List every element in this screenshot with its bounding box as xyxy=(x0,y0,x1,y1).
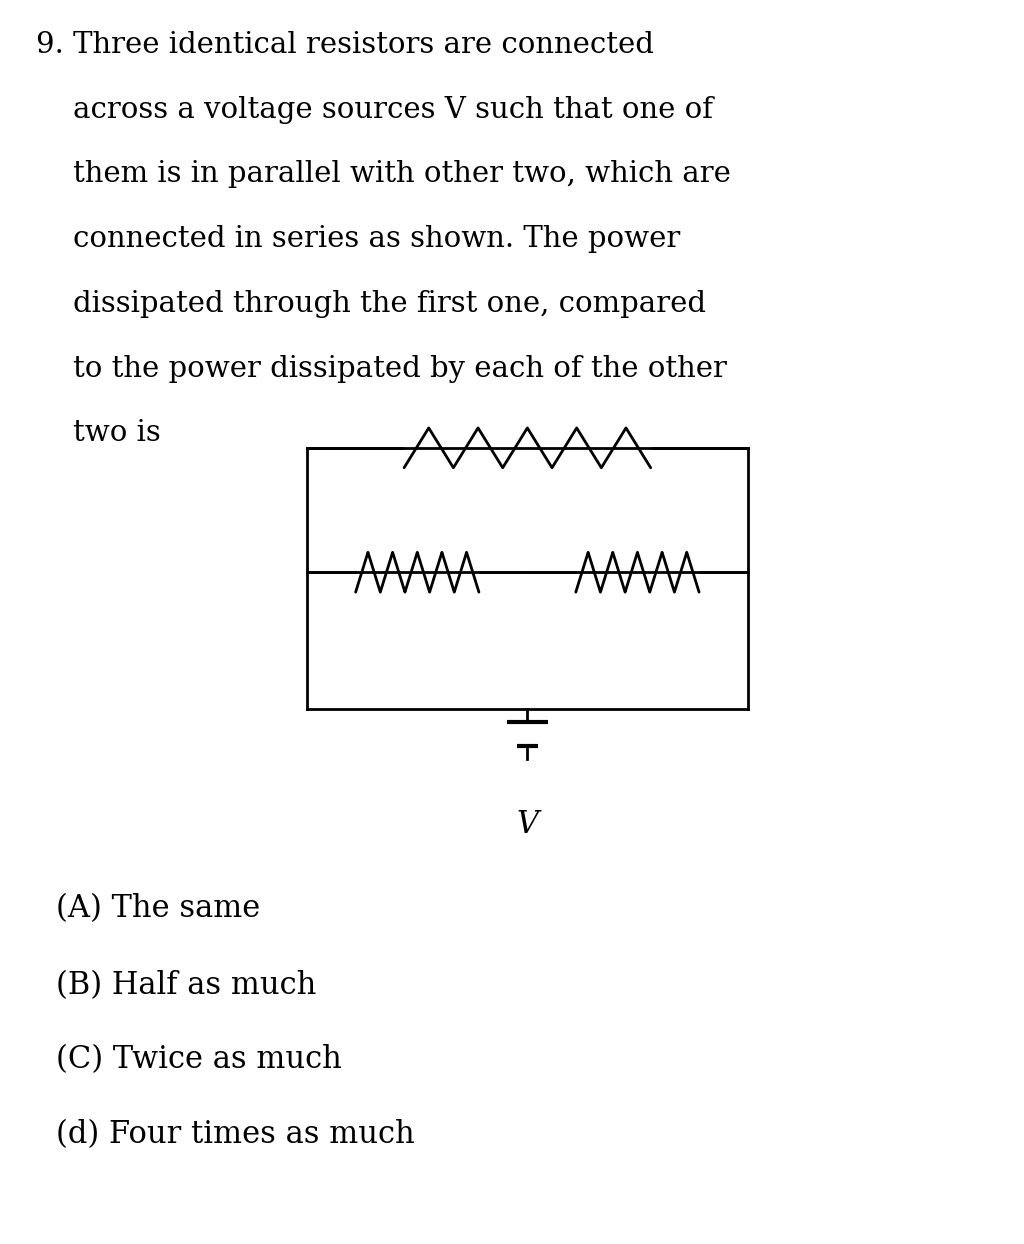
Text: two is: two is xyxy=(36,419,161,448)
Text: dissipated through the first one, compared: dissipated through the first one, compar… xyxy=(36,290,706,318)
Text: (A) The same: (A) The same xyxy=(56,893,260,923)
Text: connected in series as shown. The power: connected in series as shown. The power xyxy=(36,225,680,254)
Text: (B) Half as much: (B) Half as much xyxy=(56,970,316,1000)
Text: V: V xyxy=(516,809,539,840)
Text: across a voltage sources V such that one of: across a voltage sources V such that one… xyxy=(36,96,713,124)
Text: (C) Twice as much: (C) Twice as much xyxy=(56,1045,342,1075)
Text: them is in parallel with other two, which are: them is in parallel with other two, whic… xyxy=(36,160,731,189)
Text: (d) Four times as much: (d) Four times as much xyxy=(56,1120,415,1149)
Text: to the power dissipated by each of the other: to the power dissipated by each of the o… xyxy=(36,355,727,383)
Text: 9. Three identical resistors are connected: 9. Three identical resistors are connect… xyxy=(36,31,653,60)
